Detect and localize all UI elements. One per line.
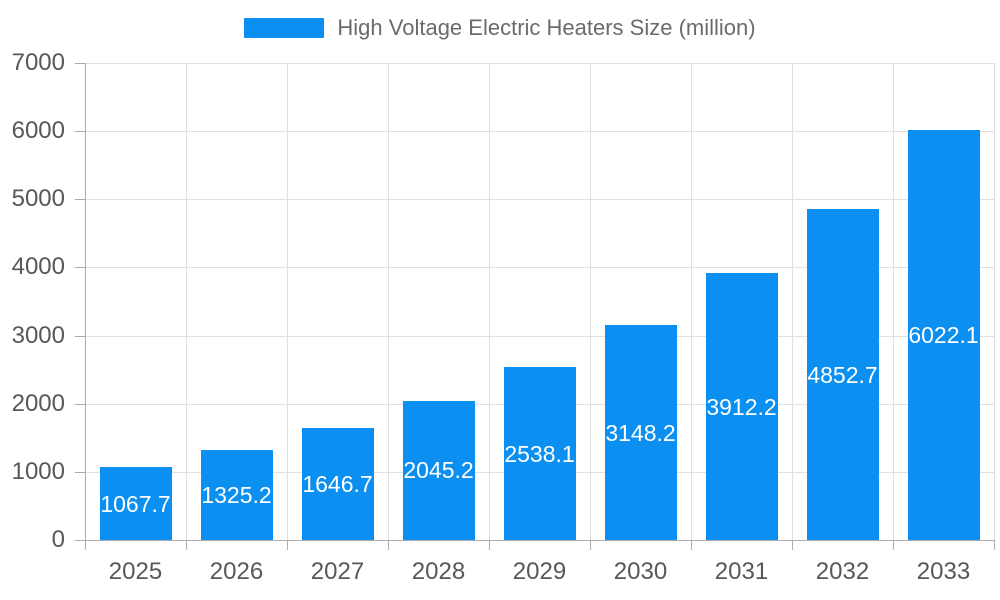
y-axis-tick-label: 7000 bbox=[11, 49, 65, 76]
x-axis-tick bbox=[489, 540, 490, 550]
x-axis-line bbox=[75, 540, 994, 541]
bar[interactable] bbox=[99, 467, 172, 540]
x-axis-tick bbox=[85, 540, 86, 550]
bar[interactable] bbox=[301, 427, 374, 540]
gridline-horizontal bbox=[85, 199, 994, 201]
x-axis-tick bbox=[691, 540, 692, 550]
y-axis-tick-label: 6000 bbox=[11, 117, 65, 145]
x-axis-tick-label: 2032 bbox=[815, 558, 870, 585]
x-axis-tick-label: 2025 bbox=[108, 558, 163, 585]
x-axis-tick bbox=[388, 540, 389, 550]
x-axis-tick bbox=[590, 540, 591, 550]
legend-swatch-icon bbox=[244, 18, 325, 38]
x-axis-tick bbox=[792, 540, 793, 550]
gridline-vertical bbox=[186, 63, 187, 540]
x-axis-tick bbox=[287, 540, 288, 550]
gridline-horizontal bbox=[85, 335, 994, 337]
y-axis-tick bbox=[75, 131, 85, 133]
gridline-vertical bbox=[893, 63, 894, 540]
bar[interactable] bbox=[907, 129, 980, 540]
x-axis-tick-label: 2030 bbox=[613, 558, 668, 585]
x-axis-tick-label: 2027 bbox=[310, 558, 365, 585]
bar-value-label: 3912.2 bbox=[706, 393, 777, 420]
bar-value-label: 4852.7 bbox=[807, 361, 878, 388]
bar-value-label: 3148.2 bbox=[605, 419, 676, 446]
gridline-horizontal bbox=[85, 63, 994, 64]
gridline-vertical bbox=[691, 63, 692, 540]
y-axis-tick bbox=[75, 63, 85, 64]
y-axis-tick-label: 2000 bbox=[11, 389, 65, 417]
bar[interactable] bbox=[503, 367, 576, 540]
gridline-vertical bbox=[489, 63, 490, 540]
x-axis-tick-label: 2026 bbox=[209, 558, 264, 585]
x-axis-tick-label: 2033 bbox=[916, 558, 971, 585]
gridline-vertical bbox=[388, 63, 389, 540]
legend-item[interactable]: High Voltage Electric Heaters Size (mill… bbox=[0, 14, 1000, 42]
y-axis-tick bbox=[75, 267, 85, 269]
legend-label: High Voltage Electric Heaters Size (mill… bbox=[337, 15, 756, 40]
y-axis-tick bbox=[75, 335, 85, 337]
x-axis-tick-label: 2028 bbox=[411, 558, 466, 585]
bar-value-label: 2538.1 bbox=[504, 440, 575, 467]
y-axis-tick-label: 3000 bbox=[11, 321, 65, 349]
x-axis-tick bbox=[994, 540, 995, 550]
gridline-vertical bbox=[590, 63, 591, 540]
bar[interactable] bbox=[200, 449, 273, 540]
y-axis-tick bbox=[75, 540, 85, 541]
bar-value-label: 6022.1 bbox=[908, 321, 979, 348]
bar-value-label: 1325.2 bbox=[201, 481, 272, 508]
x-axis-tick-label: 2031 bbox=[714, 558, 769, 585]
x-axis-tick bbox=[186, 540, 187, 550]
bar[interactable] bbox=[806, 209, 879, 540]
y-axis-tick-label: 4000 bbox=[11, 253, 65, 281]
bar[interactable] bbox=[604, 325, 677, 540]
y-axis-tick-label: 5000 bbox=[11, 185, 65, 213]
y-axis-tick bbox=[75, 199, 85, 201]
bar[interactable] bbox=[402, 400, 475, 540]
x-axis-tick-label: 2029 bbox=[512, 558, 567, 585]
x-axis-tick bbox=[893, 540, 894, 550]
gridline-vertical bbox=[792, 63, 793, 540]
bar-value-label: 2045.2 bbox=[403, 457, 474, 484]
gridline-horizontal bbox=[85, 267, 994, 269]
y-axis-tick bbox=[75, 403, 85, 405]
y-axis-tick bbox=[75, 471, 85, 473]
gridline-horizontal bbox=[85, 131, 994, 133]
bar-value-label: 1646.7 bbox=[302, 470, 373, 497]
gridline-vertical bbox=[994, 63, 995, 540]
y-axis-line bbox=[85, 63, 86, 550]
gridline-vertical bbox=[287, 63, 288, 540]
bar-value-label: 1067.7 bbox=[100, 490, 171, 517]
y-axis-tick-label: 1000 bbox=[11, 457, 65, 485]
bar[interactable] bbox=[705, 273, 778, 540]
y-axis-tick-label: 0 bbox=[51, 526, 65, 553]
